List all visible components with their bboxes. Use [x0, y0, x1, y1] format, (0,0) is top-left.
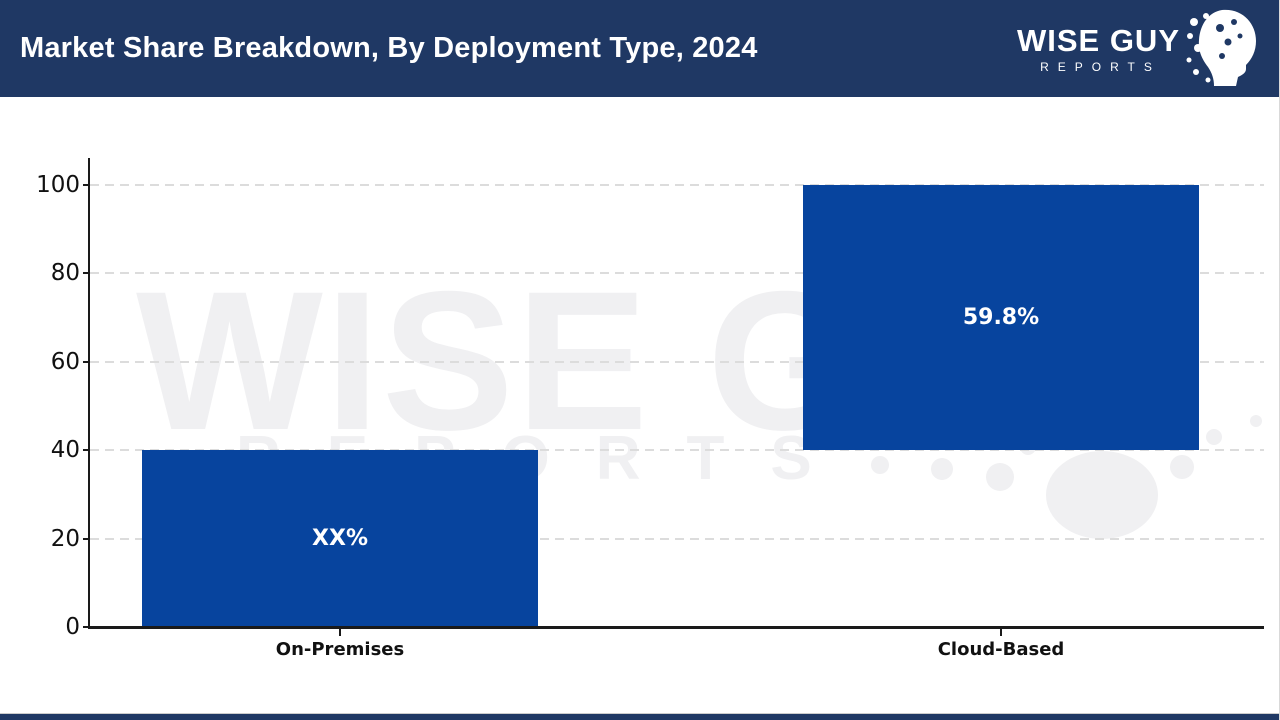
category-label: On-Premises [275, 639, 405, 660]
wise-guy-reports-logo: WISE GUY REPORTS [1017, 6, 1260, 92]
gridline-20 [90, 537, 1264, 540]
header: Market Share Breakdown, By Deployment Ty… [0, 0, 1279, 97]
chart-title: Market Share Breakdown, By Deployment Ty… [20, 32, 758, 64]
x-tick-2 [1000, 629, 1002, 636]
bar-value-label: XX% [312, 526, 368, 552]
gridline-100 [90, 184, 1264, 186]
bar-value-label: 59.8% [962, 305, 1040, 331]
y-tick-label-40: 40 [50, 437, 80, 464]
x-tick-1 [339, 629, 341, 636]
footer-band [0, 714, 1279, 720]
gridline-60 [90, 360, 1264, 363]
y-axis-line [88, 158, 90, 628]
y-tick-100 [83, 184, 90, 186]
y-tick-label-100: 100 [36, 172, 80, 198]
bottom-hairline [0, 713, 1279, 714]
y-tick-20 [83, 537, 90, 540]
gridline-40 [90, 449, 1264, 452]
logo-subtitle: REPORTS [1040, 59, 1161, 74]
gridline-80 [90, 272, 1264, 275]
y-tick-label-0: 0 [65, 614, 80, 640]
category-label: Cloud-Based [937, 639, 1065, 660]
y-tick-label-20: 20 [50, 525, 80, 552]
y-tick-label-60: 60 [50, 348, 80, 375]
logo-wordmark: WISE GUY [1016, 22, 1180, 58]
y-tick-80 [83, 272, 90, 275]
y-tick-40 [83, 449, 90, 452]
bar-on-premises: XX% [142, 450, 538, 627]
head-silhouette-icon [1182, 6, 1260, 92]
x-axis-line [88, 626, 1264, 629]
y-tick-label-80: 80 [50, 260, 80, 287]
y-tick-60 [83, 360, 90, 363]
bar-cloud-based: 59.8% [803, 185, 1199, 451]
y-tick-0 [83, 626, 90, 628]
